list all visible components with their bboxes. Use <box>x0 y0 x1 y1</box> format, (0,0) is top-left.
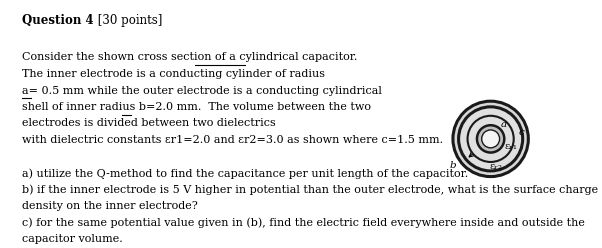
Text: shell of inner radius b=2.0 mm.  The volume between the two: shell of inner radius b=2.0 mm. The volu… <box>22 102 371 112</box>
Text: εᵣ₂: εᵣ₂ <box>489 162 502 171</box>
Text: εᵣ₁: εᵣ₁ <box>504 142 518 151</box>
Text: a) utilize the Q-method to find the capacitance per unit length of the capacitor: a) utilize the Q-method to find the capa… <box>22 168 468 179</box>
Text: capacitor volume.: capacitor volume. <box>22 234 123 244</box>
Circle shape <box>453 101 529 177</box>
Circle shape <box>482 130 500 148</box>
Text: [30 points]: [30 points] <box>94 14 163 27</box>
Text: electrodes is divided between two dielectrics: electrodes is divided between two dielec… <box>22 119 276 128</box>
Circle shape <box>477 125 504 153</box>
Text: Question 4: Question 4 <box>22 14 94 27</box>
Circle shape <box>459 107 523 171</box>
Text: c) for the same potential value given in (b), find the electric field everywhere: c) for the same potential value given in… <box>22 217 585 228</box>
Text: Consider the shown cross section of a cylindrical capacitor.: Consider the shown cross section of a cy… <box>22 53 358 62</box>
Text: a: a <box>501 120 507 128</box>
Text: a= 0.5 mm while the outer electrode is a conducting cylindrical: a= 0.5 mm while the outer electrode is a… <box>22 86 382 95</box>
Text: The inner electrode is a conducting cylinder of radius: The inner electrode is a conducting cyli… <box>22 69 325 79</box>
Text: b) if the inner electrode is 5 V higher in potential than the outer electrode, w: b) if the inner electrode is 5 V higher … <box>22 185 598 195</box>
Text: with dielectric constants εr1=2.0 and εr2=3.0 as shown where c=1.5 mm.: with dielectric constants εr1=2.0 and εr… <box>22 135 443 145</box>
Text: c: c <box>519 128 524 137</box>
Text: b: b <box>450 161 456 170</box>
Text: density on the inner electrode?: density on the inner electrode? <box>22 201 197 211</box>
Circle shape <box>468 116 514 162</box>
